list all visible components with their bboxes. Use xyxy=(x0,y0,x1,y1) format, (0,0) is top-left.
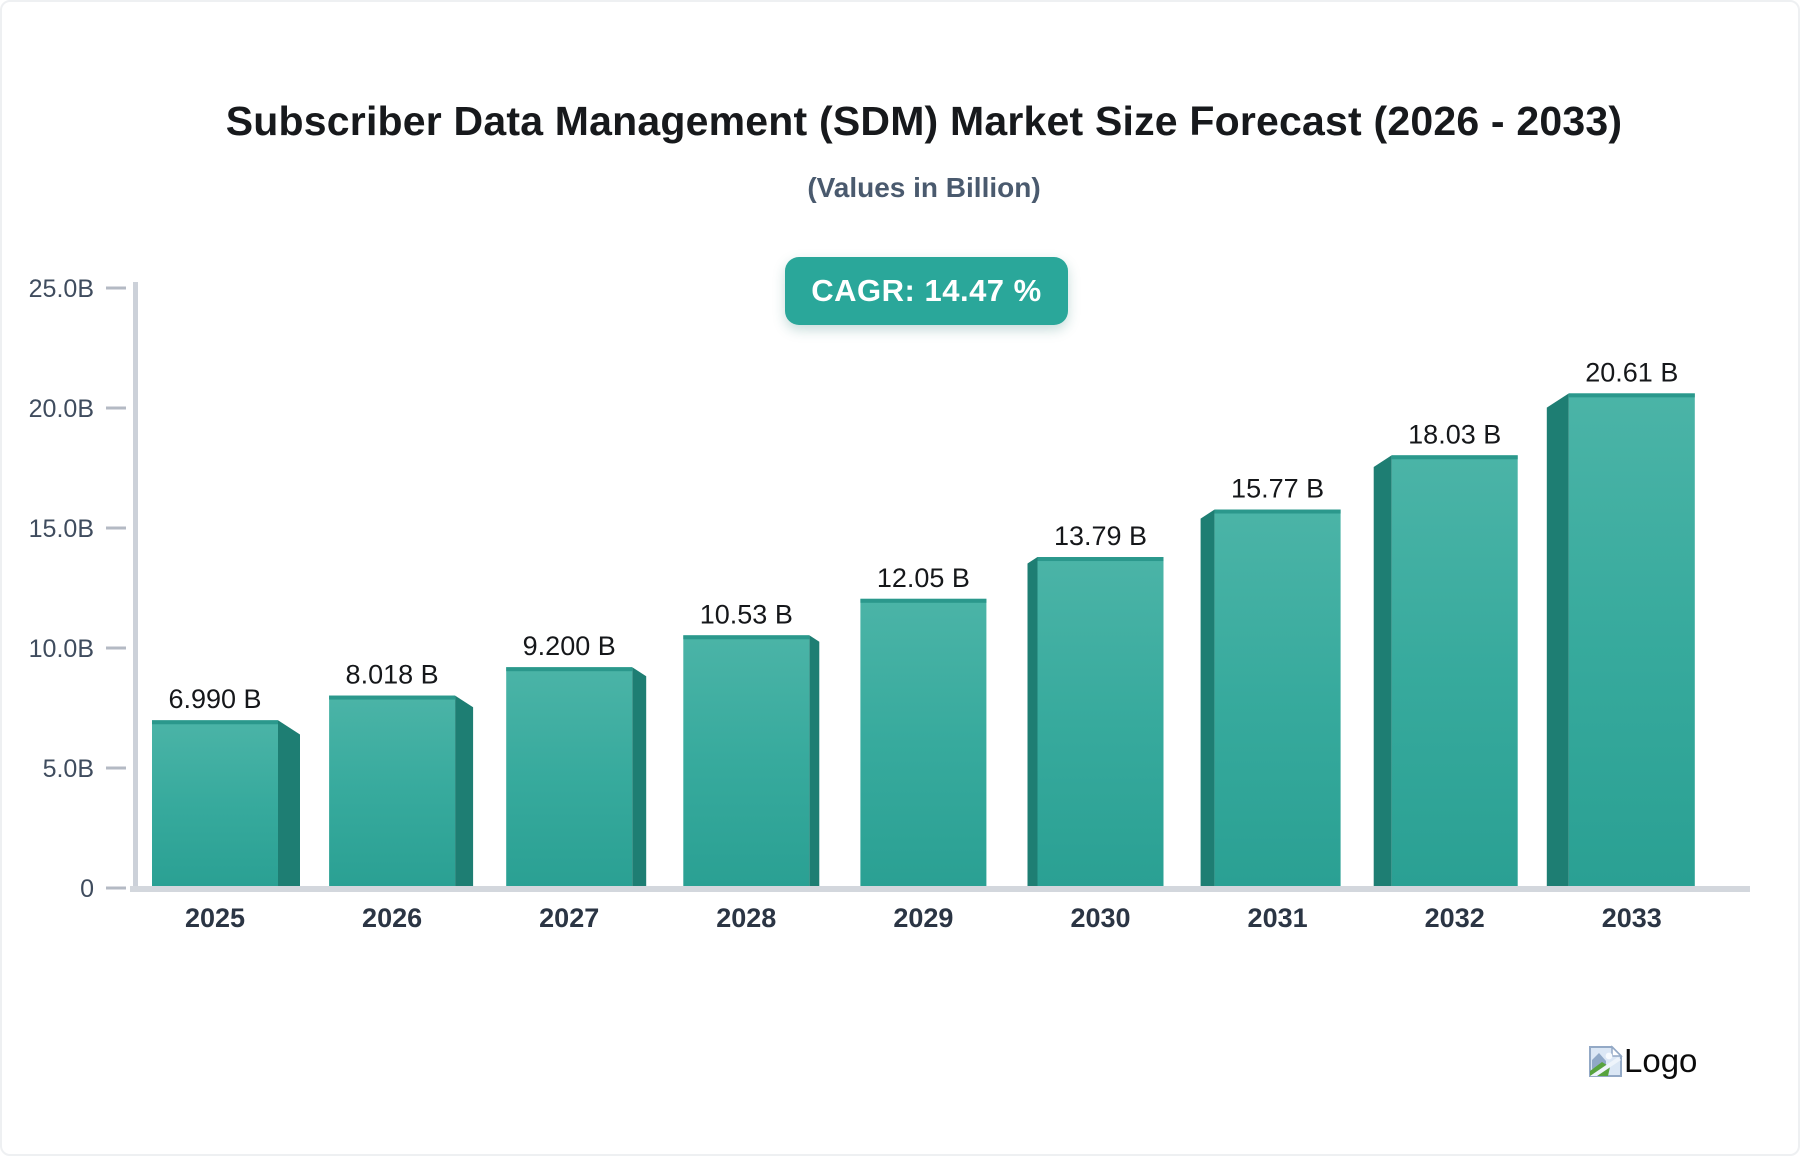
bar-front-face-2029 xyxy=(860,598,987,888)
bar-value-label-2028: 10.53 B xyxy=(700,599,793,629)
bar-front-face-2028 xyxy=(683,635,810,888)
bar-front-face-2033 xyxy=(1568,393,1695,888)
bar-value-label-2033: 20.61 B xyxy=(1585,357,1678,387)
y-axis-tick xyxy=(106,526,126,530)
bar-value-label-2027: 9.200 B xyxy=(523,631,616,661)
y-axis-tick-label: 0 xyxy=(80,875,94,903)
bar-value-label-2029: 12.05 B xyxy=(877,563,970,593)
bar-side-face-2030 xyxy=(1027,557,1038,888)
bar-front-face-2031 xyxy=(1214,509,1341,888)
bar-top-edge-2025 xyxy=(152,720,278,725)
y-axis-tick-label: 20.0B xyxy=(29,395,94,423)
bar-side-face-2033 xyxy=(1546,393,1569,888)
bar-side-face-2027 xyxy=(632,667,647,888)
x-axis-label-2025: 2025 xyxy=(185,903,245,933)
x-axis-label-2029: 2029 xyxy=(893,903,953,933)
logo-text: Logo xyxy=(1624,1042,1698,1079)
bar-top-edge-2032 xyxy=(1391,455,1518,460)
y-axis-tick-label: 15.0B xyxy=(29,515,94,543)
bar-front-face-2030 xyxy=(1037,557,1164,888)
bar-top-edge-2028 xyxy=(683,635,810,640)
bar-front-face-2032 xyxy=(1391,455,1518,888)
y-axis-tick xyxy=(106,886,126,890)
bar-value-label-2030: 13.79 B xyxy=(1054,521,1147,551)
bar-top-edge-2029 xyxy=(860,598,987,603)
broken-image-icon xyxy=(1589,1044,1623,1077)
cagr-badge: CAGR: 14.47 % xyxy=(785,257,1068,325)
y-axis-tick-label: 25.0B xyxy=(29,275,94,303)
bar-top-edge-2031 xyxy=(1214,509,1341,514)
y-axis-tick xyxy=(106,406,126,410)
x-axis-line xyxy=(130,886,1750,892)
chart-subtitle: (Values in Billion) xyxy=(807,172,1041,203)
y-axis-tick-label: 5.0B xyxy=(43,755,94,783)
y-axis-tick xyxy=(106,286,126,290)
y-axis-tick xyxy=(106,766,126,770)
bar-value-label-2025: 6.990 B xyxy=(168,684,261,714)
y-axis-tick xyxy=(106,646,126,650)
bar-front-face-2027 xyxy=(506,667,633,888)
bar-top-edge-2027 xyxy=(506,667,633,672)
bar-side-face-2026 xyxy=(455,695,474,888)
bar-side-face-2031 xyxy=(1200,509,1215,888)
bar-value-label-2032: 18.03 B xyxy=(1408,419,1501,449)
x-axis-label-2032: 2032 xyxy=(1425,903,1485,933)
x-axis-label-2028: 2028 xyxy=(716,903,776,933)
bar-side-face-2032 xyxy=(1373,455,1392,888)
bar-side-face-2028 xyxy=(809,635,820,888)
bar-front-face-2025 xyxy=(152,720,278,888)
y-axis-tick-label: 10.0B xyxy=(29,635,94,663)
bar-top-edge-2033 xyxy=(1568,393,1695,398)
x-axis-label-2031: 2031 xyxy=(1248,903,1308,933)
chart-title: Subscriber Data Management (SDM) Market … xyxy=(225,98,1623,144)
x-axis-label-2030: 2030 xyxy=(1070,903,1130,933)
bar-side-face-2025 xyxy=(278,720,300,888)
x-axis-label-2033: 2033 xyxy=(1602,903,1662,933)
y-axis-line xyxy=(133,282,138,890)
x-axis-label-2027: 2027 xyxy=(539,903,599,933)
bar-top-edge-2026 xyxy=(329,695,456,700)
bar-value-label-2031: 15.77 B xyxy=(1231,474,1324,504)
bar-front-face-2026 xyxy=(329,695,456,888)
x-axis-label-2026: 2026 xyxy=(362,903,422,933)
bar-value-label-2026: 8.018 B xyxy=(346,660,439,690)
logo: Logo xyxy=(1588,1042,1697,1080)
bar-top-edge-2030 xyxy=(1037,557,1164,562)
